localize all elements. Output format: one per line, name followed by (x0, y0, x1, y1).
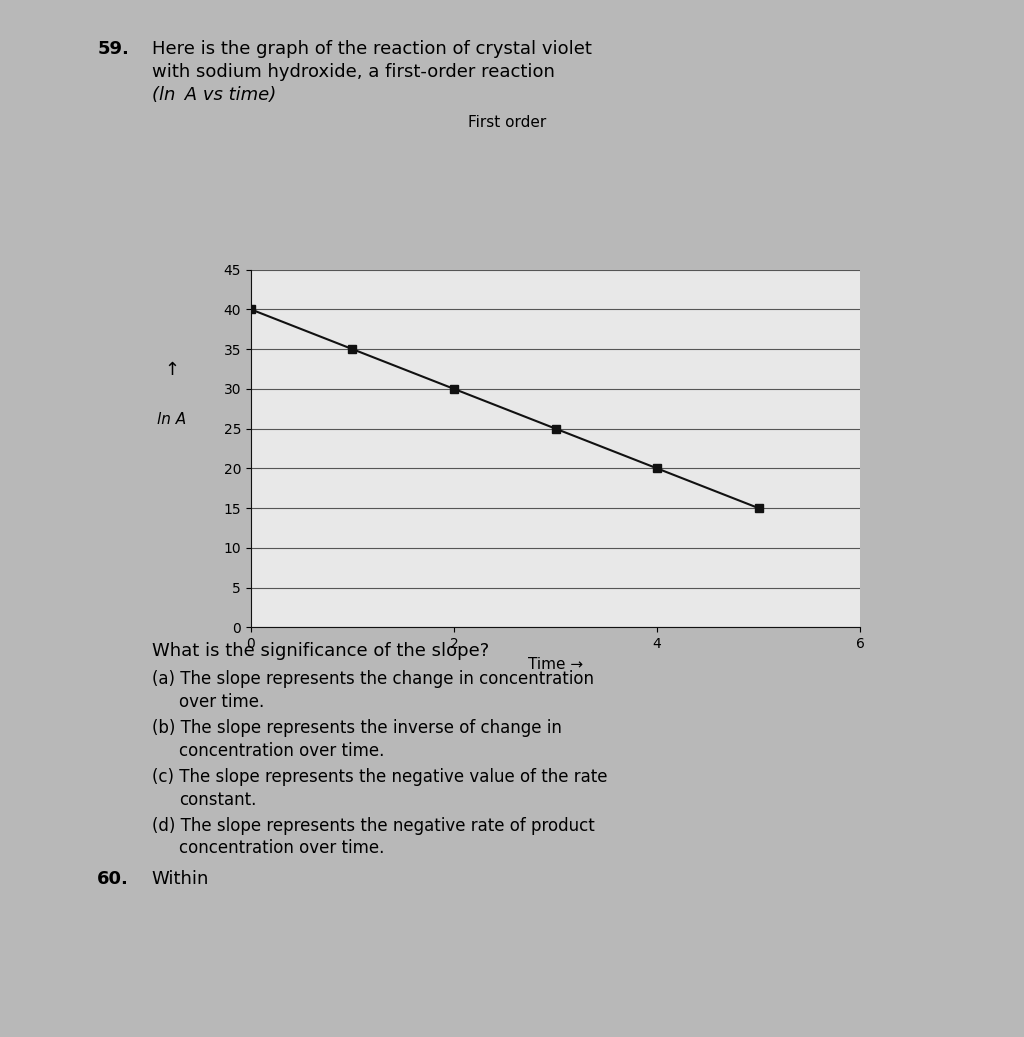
Text: (d) The slope represents the negative rate of product: (d) The slope represents the negative ra… (152, 816, 594, 835)
Text: (ln  A vs time): (ln A vs time) (152, 85, 275, 104)
Text: (c) The slope represents the negative value of the rate: (c) The slope represents the negative va… (152, 767, 607, 786)
Text: 59.: 59. (97, 39, 129, 58)
Text: concentration over time.: concentration over time. (179, 741, 385, 760)
Text: with sodium hydroxide, a first-order reaction: with sodium hydroxide, a first-order rea… (152, 62, 554, 81)
Text: (b) The slope represents the inverse of change in: (b) The slope represents the inverse of … (152, 719, 561, 737)
Text: (a) The slope represents the change in concentration: (a) The slope represents the change in c… (152, 670, 594, 689)
Text: ↑: ↑ (164, 361, 179, 379)
X-axis label: Time →: Time → (528, 656, 583, 672)
Text: Within: Within (152, 869, 209, 888)
Text: What is the significance of the slope?: What is the significance of the slope? (152, 642, 488, 661)
Text: First order: First order (468, 114, 546, 130)
Text: ln A: ln A (157, 413, 186, 427)
Text: over time.: over time. (179, 693, 264, 711)
Text: concentration over time.: concentration over time. (179, 839, 385, 858)
Text: constant.: constant. (179, 790, 257, 809)
Text: 60.: 60. (97, 869, 129, 888)
Text: Here is the graph of the reaction of crystal violet: Here is the graph of the reaction of cry… (152, 39, 592, 58)
